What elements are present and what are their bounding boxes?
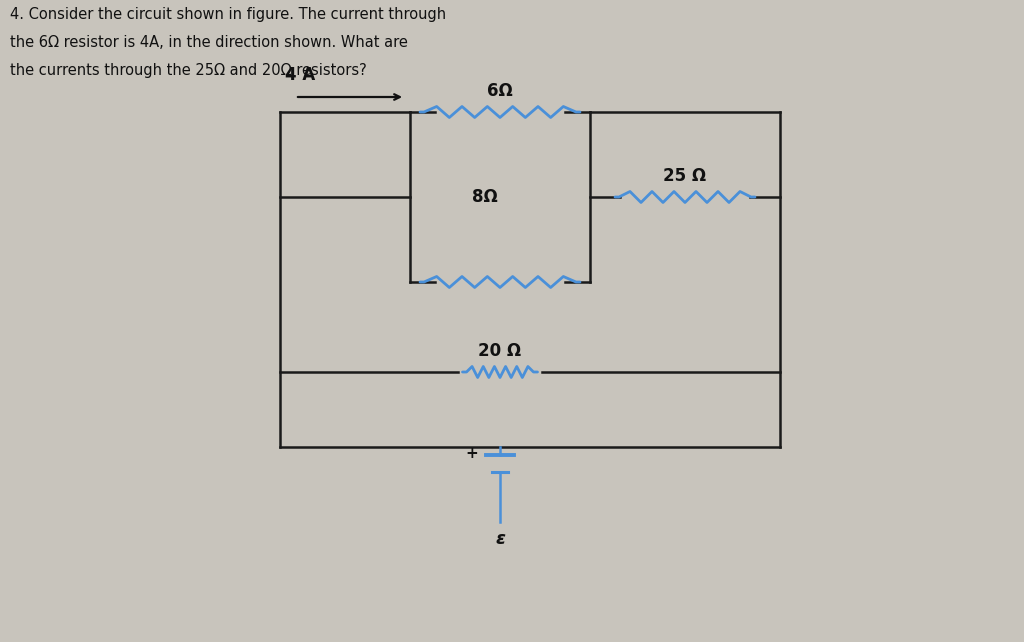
Text: 6Ω: 6Ω — [487, 82, 513, 100]
Text: the currents through the 25Ω and 20Ω resistors?: the currents through the 25Ω and 20Ω res… — [10, 63, 367, 78]
Text: 20 Ω: 20 Ω — [478, 342, 521, 360]
Text: 4 A: 4 A — [285, 66, 315, 84]
Text: 25 Ω: 25 Ω — [664, 167, 707, 185]
Text: 8Ω: 8Ω — [472, 188, 498, 206]
Text: ε: ε — [495, 530, 505, 548]
Text: +: + — [465, 446, 478, 460]
Text: the 6Ω resistor is 4A, in the direction shown. What are: the 6Ω resistor is 4A, in the direction … — [10, 35, 408, 50]
Text: 4. Consider the circuit shown in figure. The current through: 4. Consider the circuit shown in figure.… — [10, 7, 446, 22]
